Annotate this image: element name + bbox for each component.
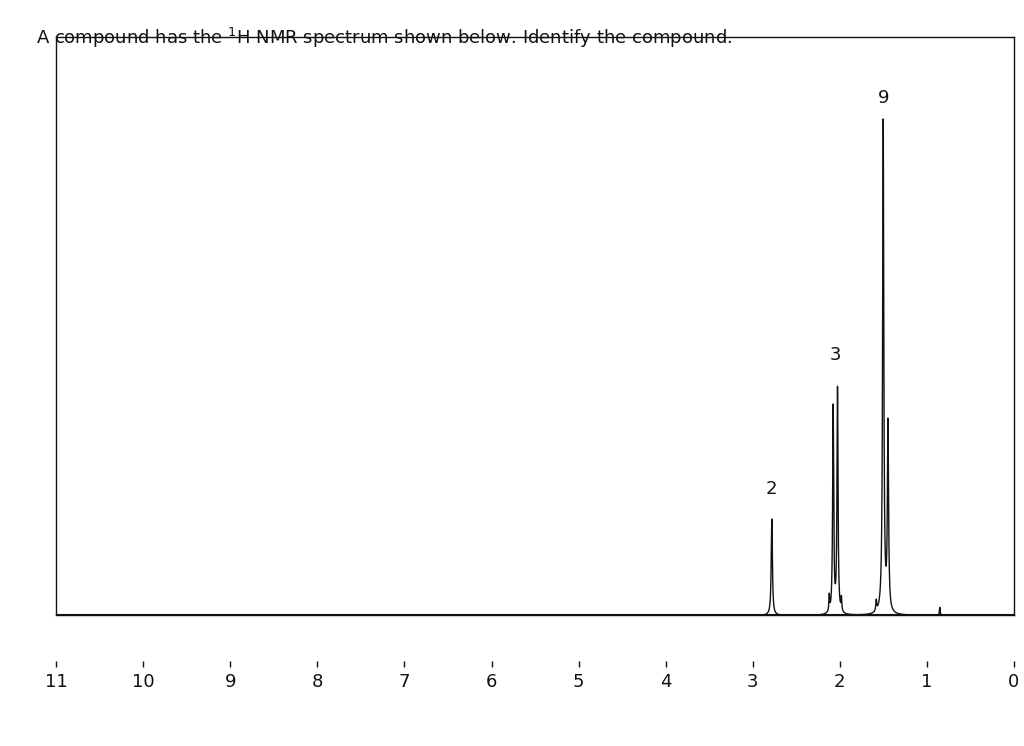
Text: 2: 2 [766, 480, 777, 498]
Text: A compound has the $^1$H NMR spectrum shown below. Identify the compound.: A compound has the $^1$H NMR spectrum sh… [36, 26, 732, 50]
Text: 9: 9 [878, 89, 889, 107]
Text: 3: 3 [829, 346, 841, 364]
